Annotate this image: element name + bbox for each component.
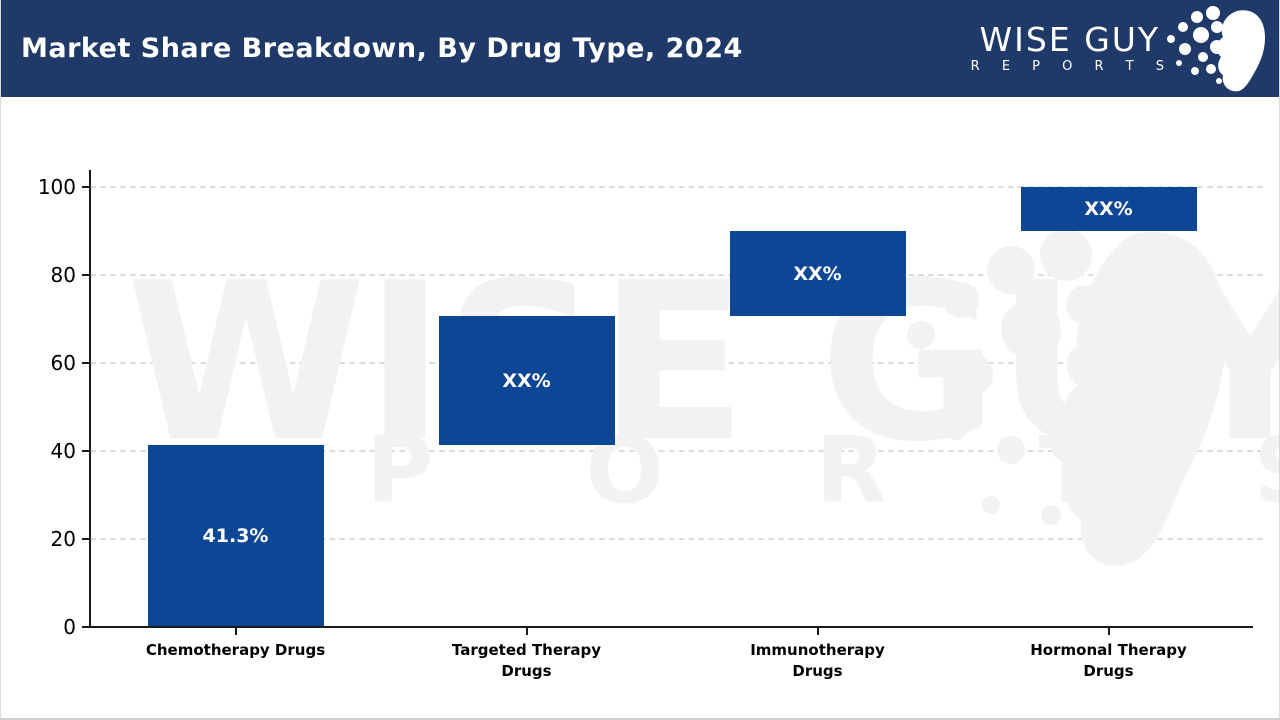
waterfall-bar-segment: 41.3%: [147, 445, 324, 627]
logo-text: WISE GUY R E P O R T S: [967, 23, 1173, 74]
bar-value-label: XX%: [502, 369, 551, 392]
page-title: Market Share Breakdown, By Drug Type, 20…: [21, 33, 743, 64]
logo-subtitle: R E P O R T S: [970, 59, 1173, 74]
x-axis-tick: [816, 627, 819, 635]
y-gridline: [90, 186, 1263, 188]
bar-value-label: XX%: [1084, 198, 1133, 220]
waterfall-bar-segment: XX%: [729, 231, 906, 317]
bar-value-label: XX%: [793, 262, 842, 285]
y-axis-tick-label: 20: [50, 527, 76, 551]
y-axis-tick-label: 60: [50, 351, 76, 375]
x-axis-category-label: Hormonal Therapy Drugs: [1030, 641, 1187, 680]
x-axis-category-label: Immunotherapy Drugs: [750, 641, 885, 680]
y-axis-tick-label: 0: [63, 615, 76, 639]
y-axis-tick-label: 40: [50, 439, 76, 463]
watermark-head-icon: [907, 229, 1226, 566]
x-axis-category-label: Targeted Therapy Drugs: [451, 641, 602, 680]
x-axis-category-label: Chemotherapy Drugs: [145, 641, 326, 659]
x-axis-tick: [525, 627, 528, 635]
logo-wordmark: WISE GUY: [979, 20, 1161, 59]
y-axis-tick: [82, 626, 90, 628]
wise-guy-logo: WISE GUY R E P O R T S: [967, 5, 1279, 93]
x-axis-tick: [1107, 627, 1110, 635]
y-axis-tick: [82, 186, 90, 188]
y-axis-tick-label: 80: [50, 263, 76, 287]
y-axis-tick: [82, 450, 90, 452]
bar-value-label: 41.3%: [202, 525, 269, 548]
y-axis-tick-label: 100: [37, 175, 76, 199]
y-gridline: [90, 274, 1263, 276]
y-axis-tick: [82, 274, 90, 276]
y-gridline: [90, 362, 1263, 364]
waterfall-bar-segment: XX%: [1020, 187, 1197, 231]
y-axis-line: [89, 170, 91, 628]
logo-head-icon: [1167, 5, 1265, 91]
y-gridline: [90, 450, 1263, 452]
header-bar: Market Share Breakdown, By Drug Type, 20…: [1, 0, 1279, 97]
y-axis-tick: [82, 362, 90, 364]
y-gridline: [90, 538, 1263, 540]
x-axis-line: [89, 626, 1253, 628]
y-axis-tick: [82, 538, 90, 540]
x-axis-tick: [234, 627, 237, 635]
waterfall-bar-segment: XX%: [438, 316, 615, 446]
